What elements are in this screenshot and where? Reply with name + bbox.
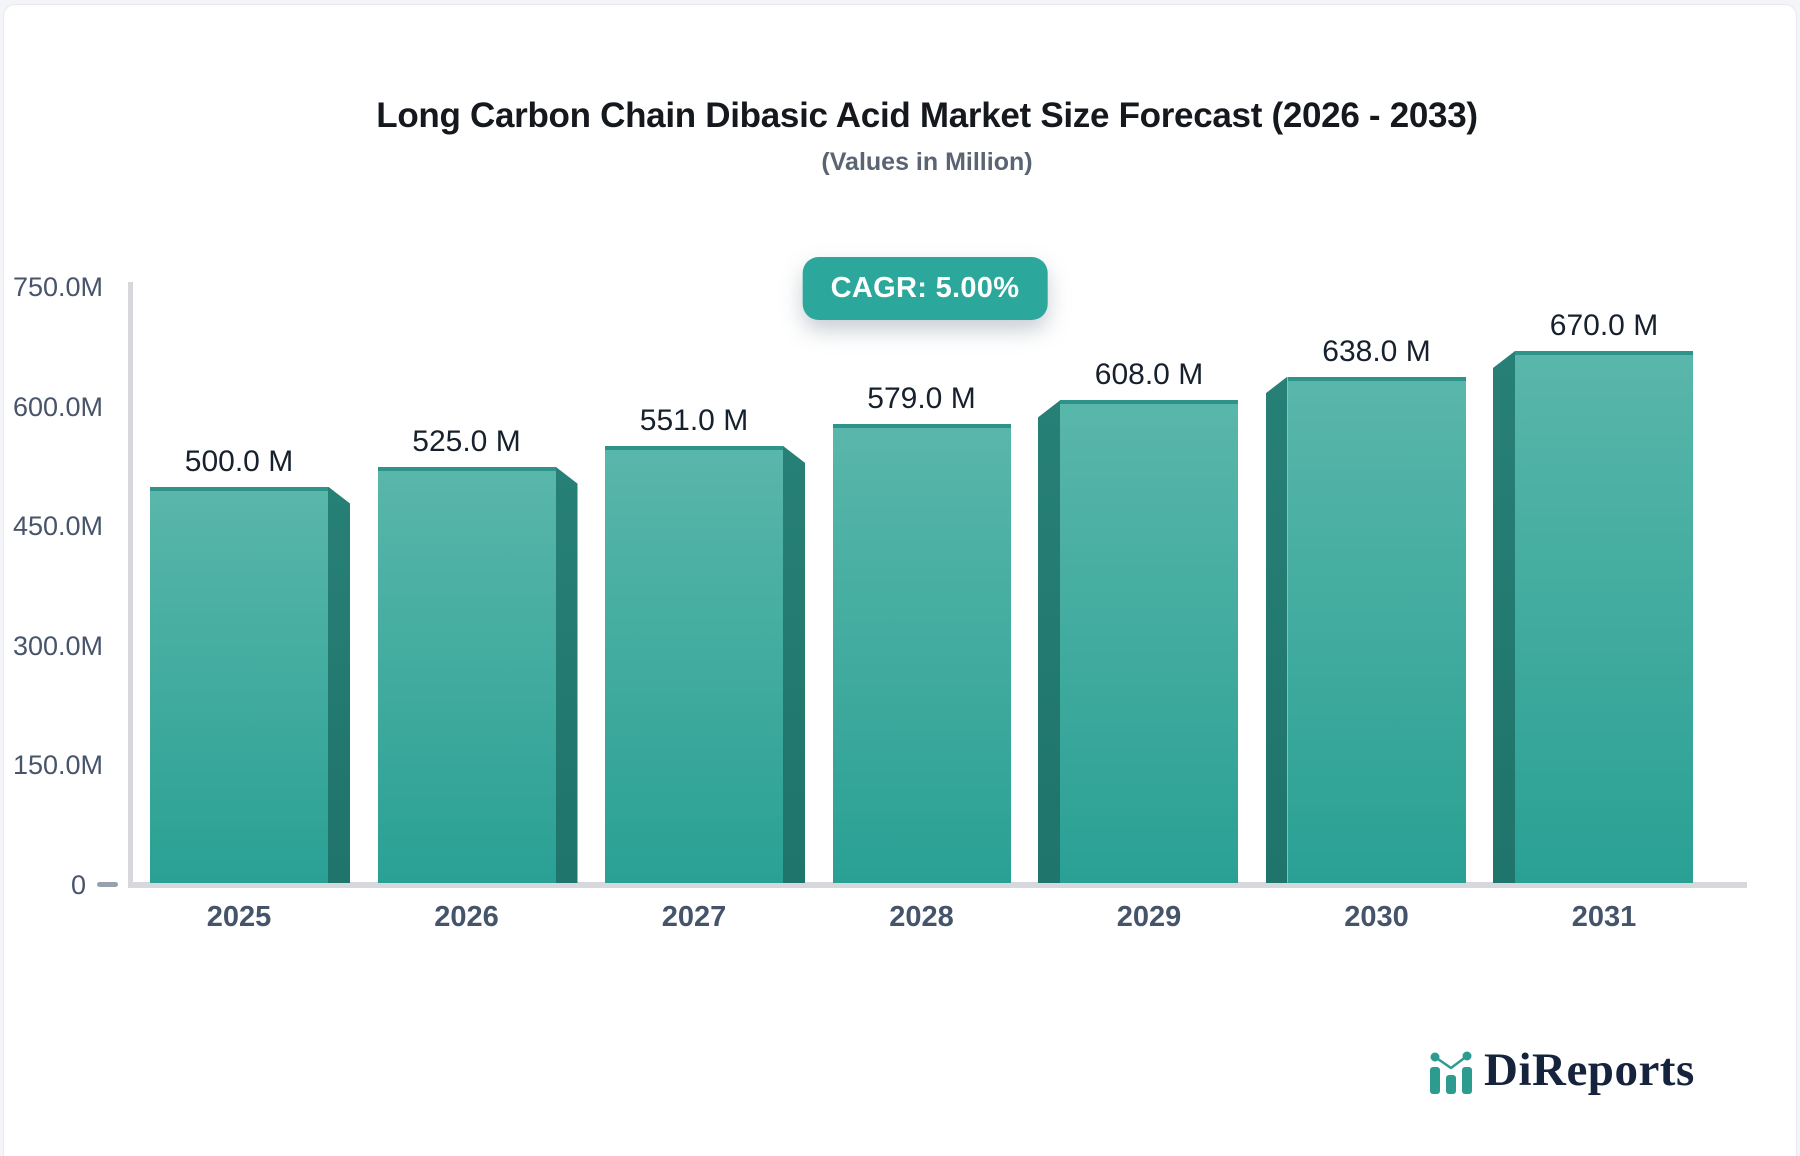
x-axis-label-2028: 2028 [889, 901, 954, 933]
logo-bars-icon [1430, 1051, 1472, 1094]
bar-3d-edge [1038, 400, 1060, 883]
bar-value-label: 579.0 M [867, 381, 976, 415]
bar-value-label: 638.0 M [1322, 334, 1431, 368]
chart-title: Long Carbon Chain Dibasic Acid Market Si… [376, 96, 1478, 135]
bar-2026[interactable] [377, 466, 556, 883]
x-axis-label-2031: 2031 [1571, 901, 1637, 933]
y-axis-tick-label: 0 [70, 870, 86, 900]
x-axis-label-2027: 2027 [661, 901, 727, 933]
cagr-badge: CAGR: 5.00% [802, 257, 1048, 320]
x-axis-label-2029: 2029 [1116, 901, 1182, 933]
y-axis-tick-label: 750.0M [12, 272, 103, 303]
y-axis-tick-label: 450.0M [12, 511, 103, 542]
bar-value-label: 670.0 M [1549, 309, 1659, 342]
bar-3d-edge [555, 466, 578, 883]
bar-3d-edge [1493, 351, 1515, 883]
x-axis-line [128, 882, 1747, 888]
x-axis-label-2025: 2025 [206, 901, 272, 933]
zero-tick-mark [97, 882, 118, 887]
bar-2027[interactable] [605, 445, 783, 883]
bar-2028[interactable] [832, 423, 1011, 883]
y-axis-tick-label: 600.0M [12, 391, 103, 422]
bar-2029[interactable] [1060, 400, 1238, 883]
bar-3d-edge [328, 486, 350, 883]
bar-value-label: 551.0 M [639, 403, 749, 437]
bar-value-label: 500.0 M [184, 444, 294, 478]
bar-value-label: 608.0 M [1094, 358, 1204, 392]
bar-3d-edge [783, 445, 805, 883]
bar-3d-edge [1265, 376, 1288, 883]
y-axis-line [128, 282, 133, 888]
logo-text: DiReports [1484, 1044, 1695, 1096]
y-axis-tick-label: 150.0M [12, 750, 103, 781]
x-axis-label-2030: 2030 [1344, 901, 1409, 933]
bar-value-label: 525.0 M [412, 424, 521, 458]
direports-logo: DiReports [1426, 1038, 1695, 1096]
y-axis-tick-label: 300.0M [12, 630, 103, 661]
chart-subtitle: (Values in Million) [821, 148, 1033, 176]
bar-2031[interactable] [1515, 351, 1693, 883]
bar-2025[interactable] [150, 486, 328, 883]
bar-2030[interactable] [1287, 376, 1466, 883]
x-axis-label-2026: 2026 [434, 901, 499, 933]
